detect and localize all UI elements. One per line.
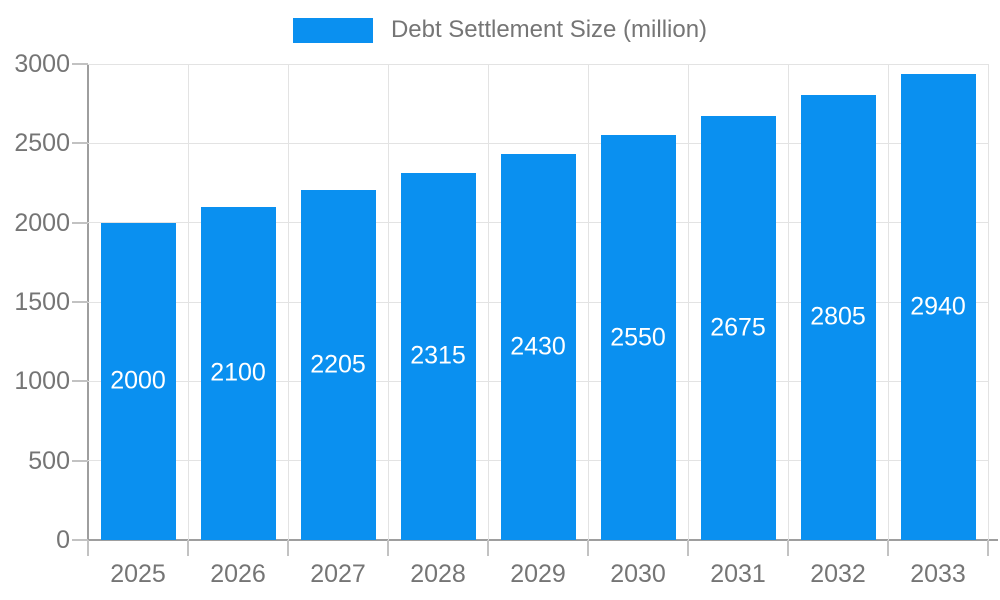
y-tick-label: 2000 (14, 208, 70, 237)
bar-value-label-2032: 2805 (810, 302, 866, 331)
y-tick (72, 380, 88, 383)
y-tick-label: 1000 (14, 367, 70, 396)
y-gridline (88, 142, 988, 144)
bar-value-label-2026: 2100 (210, 358, 266, 387)
x-tick-label-2030: 2030 (610, 560, 666, 588)
bar-2033: 2940 (900, 73, 976, 540)
y-axis-line (87, 64, 89, 556)
bar-2029: 2430 (500, 154, 576, 540)
bar-value-label-2027: 2205 (310, 350, 366, 379)
bar-value-label-2033: 2940 (910, 292, 966, 321)
x-tick-label-2029: 2029 (510, 560, 566, 588)
plot-area: 0 500 1000 1500 2000 2500 3000 2000 2025 2100 2026… (14, 50, 998, 588)
y-tick (72, 301, 88, 303)
x-gridline (787, 64, 789, 540)
x-tick-label-2025: 2025 (110, 560, 166, 588)
bar-value-label-2029: 2430 (510, 332, 566, 361)
bar-2028: 2315 (400, 172, 476, 540)
x-gridline (587, 64, 589, 540)
x-tick (987, 540, 989, 556)
y-tick (72, 63, 88, 65)
x-gridline (687, 64, 689, 540)
y-tick-label: 2500 (14, 129, 70, 158)
x-tick (887, 540, 889, 556)
x-tick (487, 540, 489, 556)
legend[interactable]: Debt Settlement Size (million) (0, 16, 1000, 44)
x-tick-label-2033: 2033 (910, 560, 966, 588)
bar-value-label-2031: 2675 (710, 313, 766, 342)
x-tick-label-2027: 2027 (310, 560, 366, 588)
legend-label: Debt Settlement Size (million) (390, 16, 708, 43)
x-gridline (387, 64, 389, 540)
x-tick-label-2032: 2032 (810, 560, 866, 588)
y-tick (72, 142, 88, 145)
bar-value-label-2030: 2550 (610, 323, 666, 352)
x-tick-label-2028: 2028 (410, 560, 466, 588)
x-gridline (287, 64, 289, 540)
x-tick (787, 540, 789, 556)
bar-2032: 2805 (800, 94, 876, 540)
bar-2025: 2000 (100, 222, 176, 540)
y-tick-label: 0 (56, 526, 70, 554)
y-tick-label: 1500 (14, 288, 70, 316)
x-tick (387, 540, 389, 556)
x-tick (87, 540, 89, 556)
bar-value-label-2028: 2315 (410, 341, 466, 370)
x-tick (587, 540, 589, 556)
bar-2026: 2100 (200, 206, 276, 540)
x-gridline (487, 64, 489, 540)
y-tick-label: 500 (28, 446, 70, 475)
y-tick (72, 221, 88, 224)
x-tick (287, 540, 289, 556)
bar-2027: 2205 (300, 190, 376, 540)
x-gridline (187, 64, 189, 540)
x-gridline (987, 64, 989, 540)
bar-2030: 2550 (600, 135, 676, 540)
y-gridline (88, 63, 988, 65)
x-axis-line (72, 539, 998, 541)
x-tick (687, 540, 689, 556)
x-gridline (887, 64, 889, 540)
x-tick (187, 540, 189, 556)
x-tick-label-2026: 2026 (210, 560, 266, 588)
y-tick (72, 539, 88, 541)
legend-swatch (292, 17, 373, 43)
bar-2031: 2675 (700, 115, 776, 540)
bar-value-label-2025: 2000 (110, 366, 166, 395)
x-tick-label-2031: 2031 (710, 560, 766, 588)
y-tick (72, 459, 88, 462)
y-tick-label: 3000 (14, 50, 70, 78)
